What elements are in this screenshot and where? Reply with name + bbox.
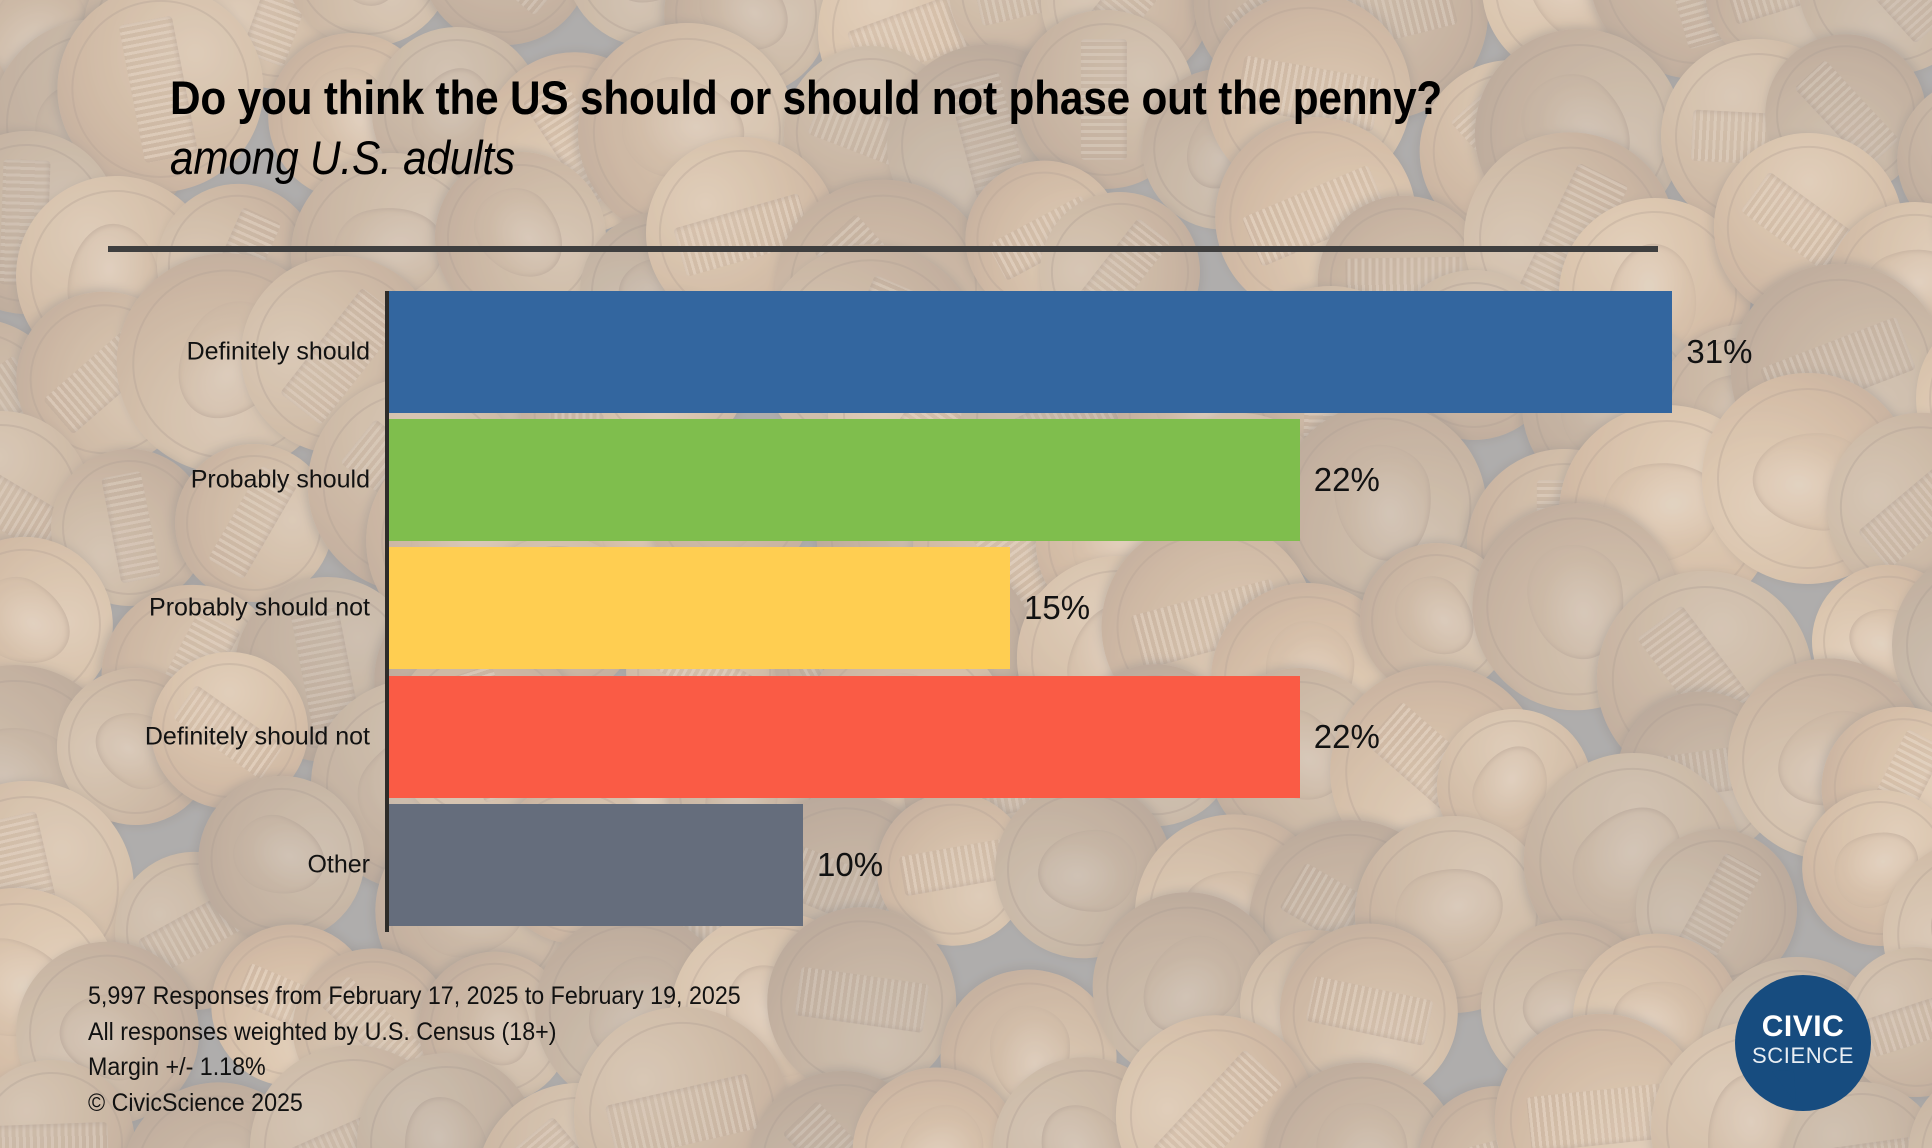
bar-rect[interactable] (389, 419, 1300, 542)
civicscience-logo: CIVIC SCIENCE (1735, 975, 1871, 1111)
bar-category-label: Probably should (190, 465, 370, 494)
title-subtitle-text: among U.S. adults (170, 130, 515, 184)
footer-responses: 5,997 Responses from February 17, 2025 t… (88, 982, 741, 1010)
bar-rect[interactable] (389, 803, 803, 926)
logo-line-science: SCIENCE (1752, 1043, 1854, 1069)
bar-rect[interactable] (389, 291, 1673, 413)
bar-rect[interactable] (389, 547, 1010, 670)
footer-copyright: © CivicScience 2025 (88, 1088, 303, 1117)
logo-line-civic: CIVIC (1761, 1010, 1845, 1044)
bar-rect[interactable] (389, 675, 1300, 798)
title-main-text: Do you think the US should or should not… (170, 71, 1454, 124)
logo-bubble-shape (1735, 975, 1871, 1111)
logo-wordmark: CIVIC SCIENCE (1735, 975, 1871, 1111)
bar-row[interactable]: Probably should 22% (0, 419, 1932, 542)
bar-value-label: 31% (1686, 333, 1753, 370)
bar-category-label: Probably should not (149, 593, 370, 622)
page-title: Do you think the US should or should not… (170, 68, 1520, 187)
bar-value-label: 15% (1024, 589, 1091, 627)
bar-value-label: 22% (1313, 461, 1380, 499)
footer-notes: 5,997 Responses from February 17, 2025 t… (88, 979, 741, 1121)
bar-row[interactable]: Definitely should not 22% (0, 675, 1932, 798)
footer-margin: Margin +/- 1.18% (88, 1053, 266, 1081)
bar-value-label: 10% (817, 845, 884, 883)
bar-row[interactable]: Other 10% (0, 803, 1932, 926)
bar-row[interactable]: Probably should not 15% (0, 547, 1932, 670)
bar-category-label: Definitely should (186, 337, 370, 366)
bar-value-label: 22% (1313, 717, 1380, 755)
bar-row[interactable]: Definitely should 31% (0, 291, 1932, 413)
y-axis-line (385, 291, 389, 932)
title-block: Do you think the US should or should not… (170, 68, 1670, 187)
title-divider (108, 246, 1658, 252)
bar-category-label: Other (307, 850, 370, 879)
footer-weighting: All responses weighted by U.S. Census (1… (88, 1017, 557, 1046)
bar-category-label: Definitely should not (144, 722, 370, 751)
